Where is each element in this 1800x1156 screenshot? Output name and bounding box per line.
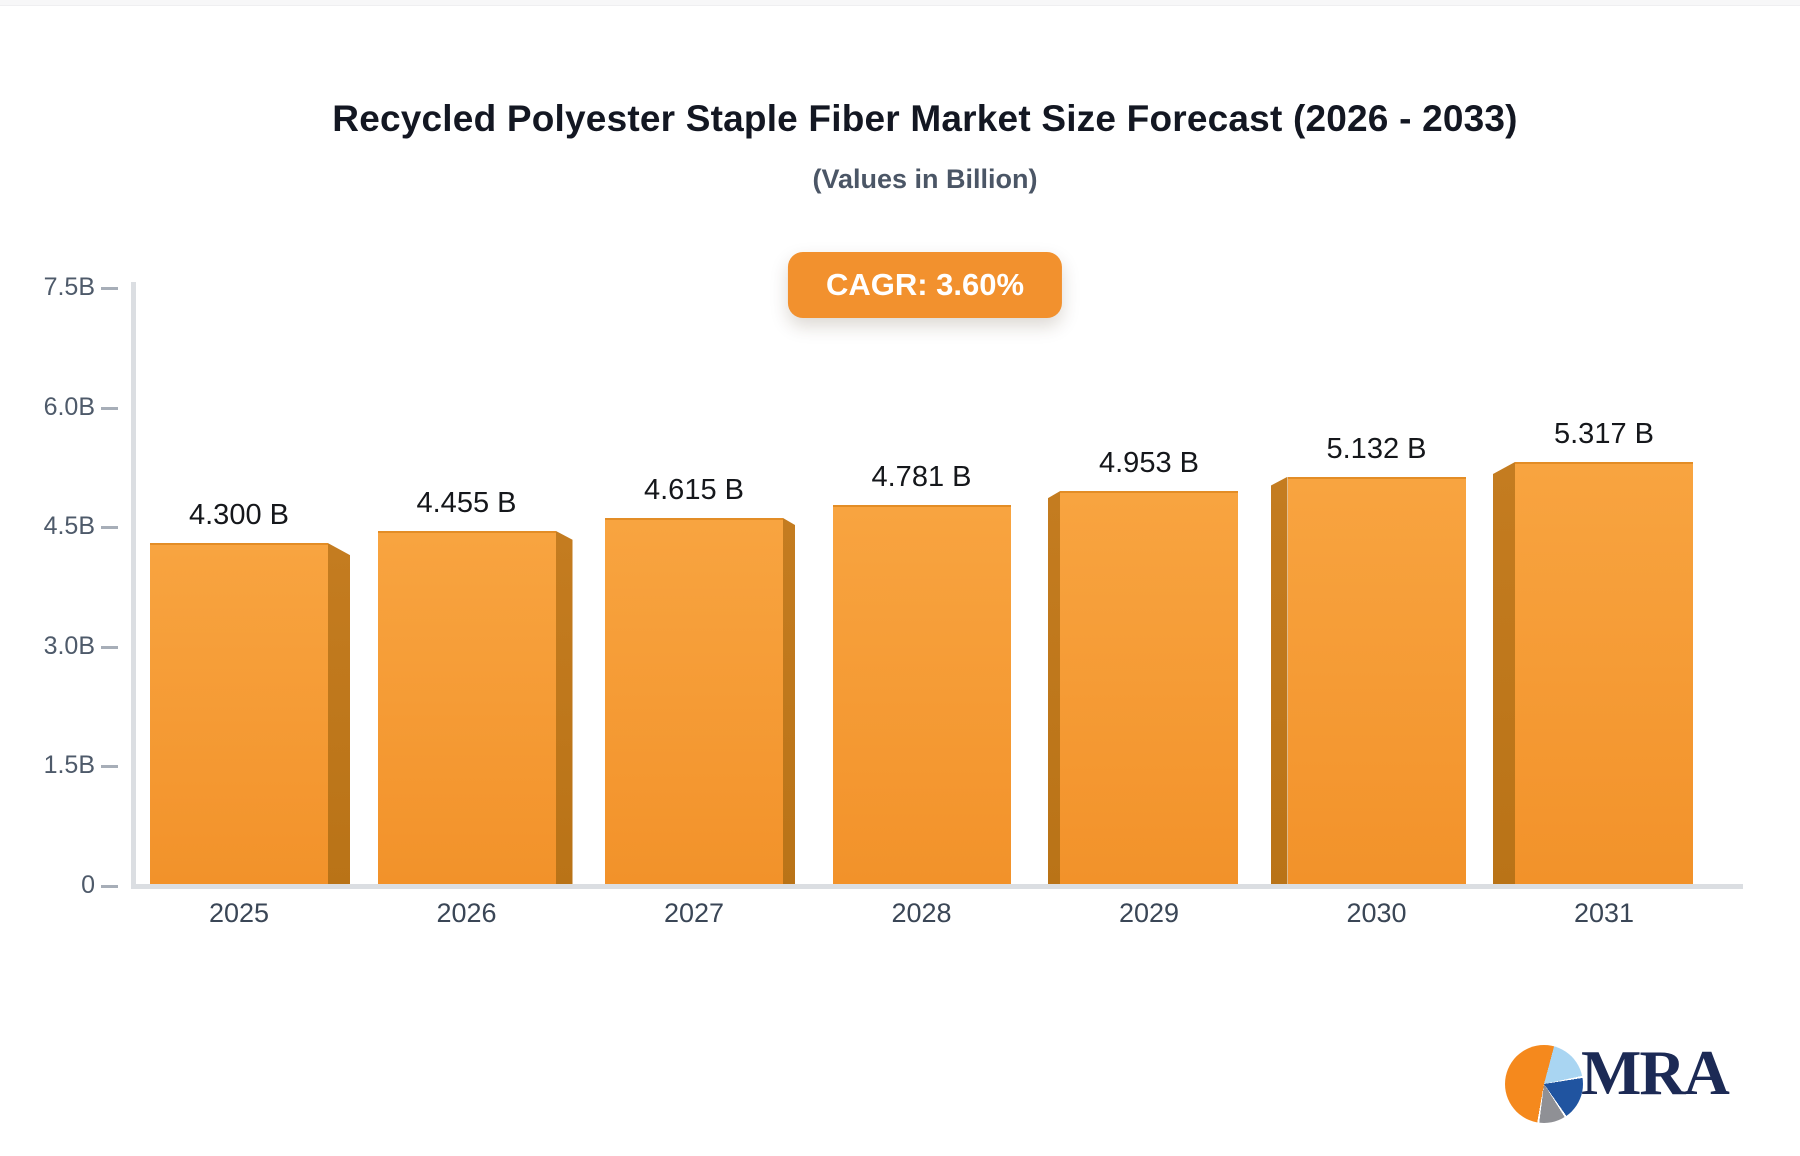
- bar-side-face-2026: [555, 530, 573, 886]
- y-tick-mark: [101, 287, 118, 290]
- x-axis-label-2030: 2030: [1346, 898, 1407, 928]
- cagr-badge: CAGR: 3.60%: [787, 252, 1063, 318]
- x-axis-label-2027: 2027: [663, 898, 725, 928]
- y-tick-label: 0: [81, 871, 95, 899]
- y-axis-line: [131, 282, 136, 889]
- bar-2027: [605, 518, 783, 886]
- bar-side-face-2030: [1270, 476, 1288, 886]
- y-tick-label: 7.5B: [43, 273, 95, 301]
- bar-2025: [150, 543, 328, 886]
- brand-logo-text: MRA: [1581, 1037, 1730, 1108]
- brand-logo: MRA: [1505, 1036, 1775, 1128]
- y-tick-label: 4.5B: [43, 512, 95, 541]
- bar-value-label-2028: 4.781 B: [871, 460, 972, 493]
- page-top-border: [0, 0, 1800, 6]
- bar-value-label-2029: 4.953 B: [1099, 447, 1199, 480]
- bar-value-label-2030: 5.132 B: [1326, 432, 1427, 465]
- bar-2028: [832, 504, 1011, 886]
- bar-value-label-2027: 4.615 B: [644, 474, 744, 507]
- y-tick-label: 6.0B: [43, 392, 95, 421]
- bar-2026: [377, 530, 556, 886]
- bar-2030: [1287, 476, 1466, 886]
- pie-chart-logo-icon: [1505, 1045, 1583, 1123]
- x-axis-label-2025: 2025: [208, 898, 270, 928]
- x-axis-label-2026: 2026: [436, 898, 497, 928]
- bar-side-face-2029: [1048, 491, 1060, 886]
- bar-side-face-2027: [783, 518, 795, 886]
- bar-value-label-2025: 4.300 B: [189, 499, 289, 532]
- bar-2029: [1060, 491, 1238, 886]
- bar-side-face-2025: [328, 543, 350, 886]
- bar-value-label-2026: 4.455 B: [416, 486, 517, 519]
- y-tick-mark: [101, 526, 118, 530]
- x-axis-label-2029: 2029: [1118, 898, 1180, 928]
- y-tick-mark: [101, 645, 118, 649]
- x-axis-baseline: [131, 884, 1743, 889]
- y-tick-mark: [101, 406, 118, 410]
- y-tick-label: 3.0B: [43, 631, 95, 660]
- x-axis-label-2031: 2031: [1573, 898, 1635, 928]
- chart-title: Recycled Polyester Staple Fiber Market S…: [332, 98, 1518, 139]
- bar-2031: [1515, 462, 1693, 886]
- chart-subtitle: (Values in Billion): [812, 164, 1038, 194]
- x-axis-label-2028: 2028: [891, 898, 952, 928]
- bar-value-label-2031: 5.317 B: [1554, 418, 1654, 451]
- y-tick-label: 1.5B: [43, 751, 95, 780]
- bar-side-face-2031: [1493, 462, 1515, 886]
- y-tick-mark: [101, 765, 118, 769]
- y-tick-mark: [101, 885, 118, 888]
